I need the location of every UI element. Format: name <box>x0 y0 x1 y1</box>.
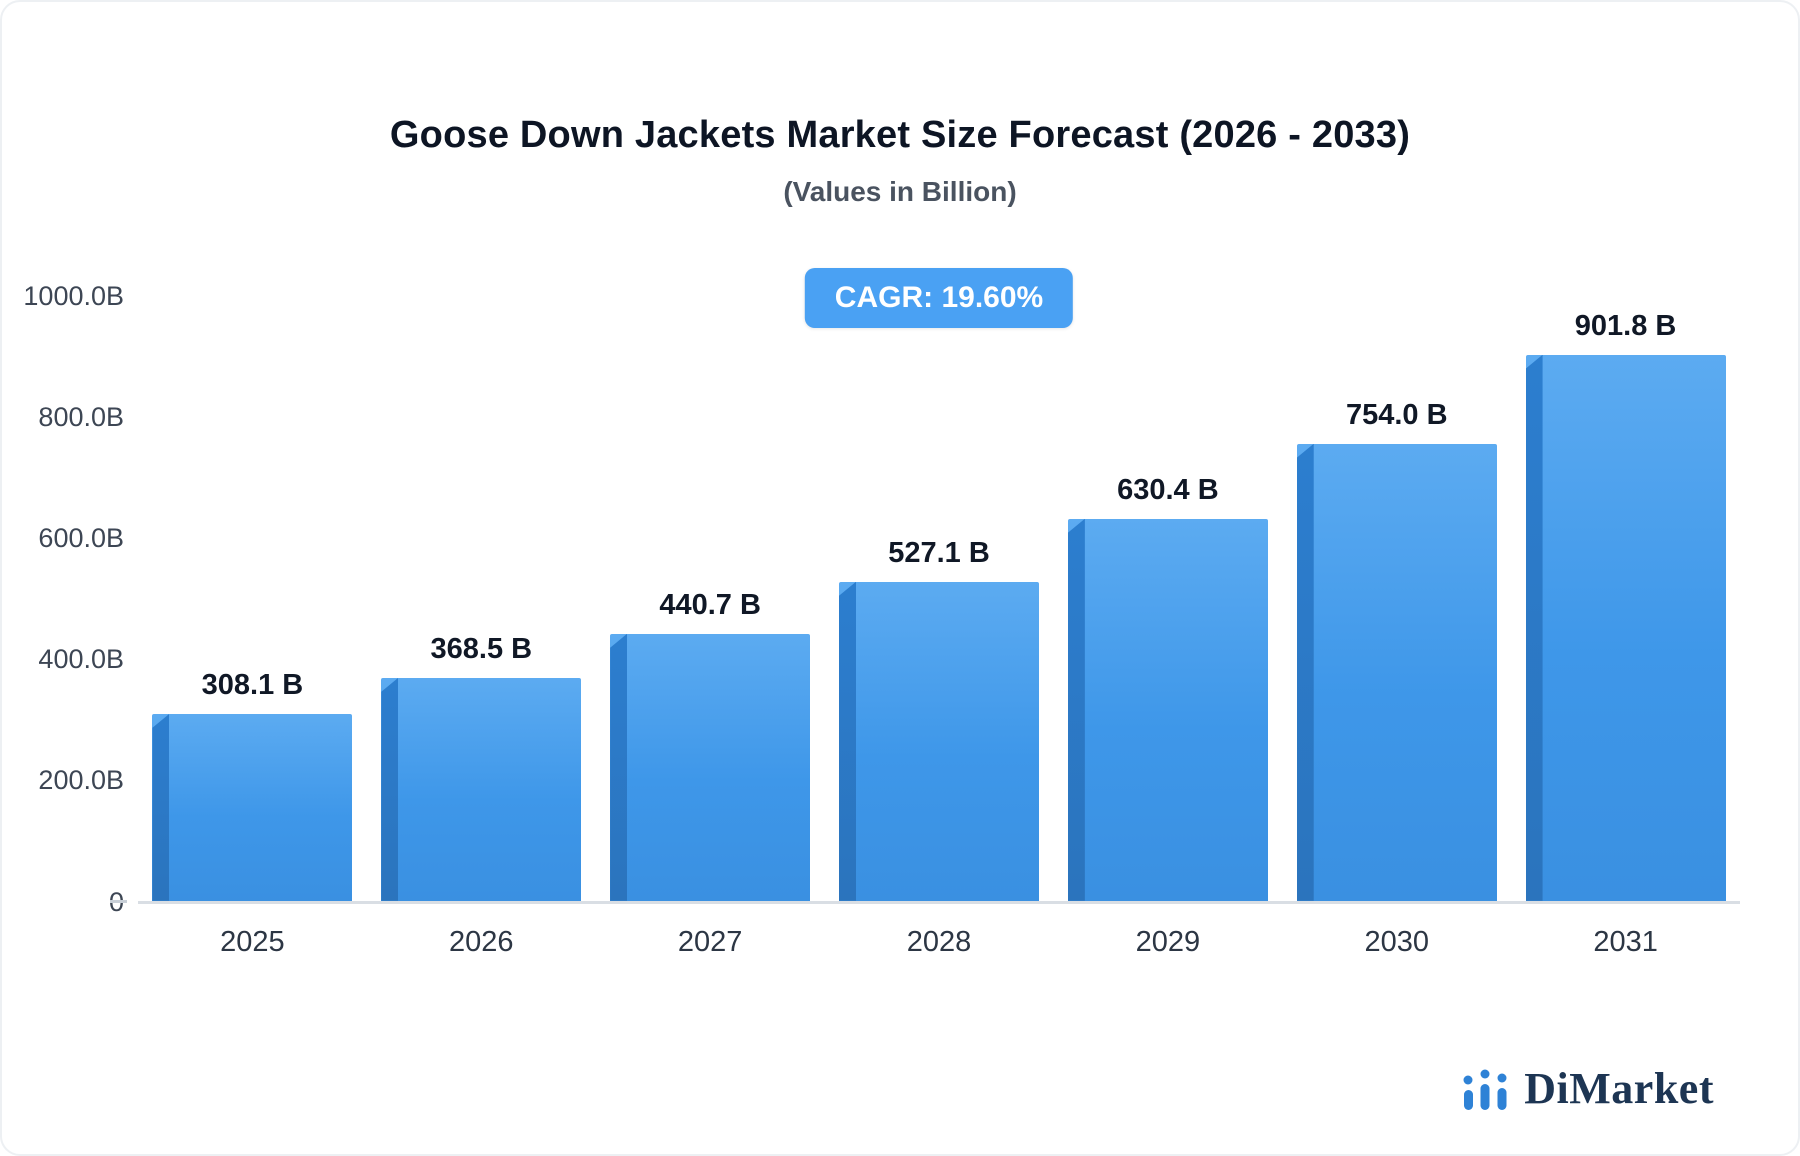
plot-area: CAGR: 19.60% 308.1 B 368.5 B 440.7 B 527.1 … <box>110 267 1740 904</box>
brand-name: DiMarket <box>1524 1064 1714 1113</box>
bar-cell: 308.1 B <box>138 669 367 901</box>
x-axis-tick-label: 2029 <box>1135 925 1201 958</box>
bar-cell: 440.7 B <box>596 589 825 901</box>
bar <box>1525 354 1726 901</box>
chart-subtitle: (Values in Billion) <box>783 175 1017 207</box>
bar <box>1296 443 1497 901</box>
y-axis-tick-label: 600.0B <box>38 523 124 554</box>
bars-container: 308.1 B 368.5 B 440.7 B 527.1 B 630.4 B 754.0… <box>138 298 1740 901</box>
y-axis-tick-label: 400.0B <box>38 644 124 675</box>
x-axis-tick-label: 2026 <box>449 925 514 958</box>
y-axis-tick-label: 200.0B <box>38 765 124 796</box>
cagr-badge: CAGR: 19.60% <box>804 267 1074 328</box>
bar-value-label: 368.5 B <box>430 632 533 665</box>
x-axis-tick-label: 2028 <box>906 925 972 958</box>
chart-title: Goose Down Jackets Market Size Forecast … <box>389 114 1411 156</box>
bar-value-label: 527.1 B <box>888 536 990 569</box>
bar <box>152 713 353 901</box>
bar <box>1067 518 1268 901</box>
zero-tick-mark <box>110 899 127 903</box>
bar-value-label: 308.1 B <box>201 668 304 701</box>
bar-value-label: 754.0 B <box>1345 398 1448 431</box>
bar-value-label: 440.7 B <box>659 588 761 621</box>
mini-bar-chart-icon <box>1463 1069 1507 1110</box>
bar <box>610 633 811 901</box>
y-axis-tick-label: 800.0B <box>38 401 124 432</box>
bar-cell: 368.5 B <box>367 633 596 901</box>
brand-logo: DiMarket <box>1460 1063 1714 1114</box>
x-axis-tick-label: 2030 <box>1364 925 1429 958</box>
x-axis-tick-label: 2031 <box>1593 925 1658 958</box>
x-axis-labels: 2025 2026 2027 2028 2029 2030 2031 <box>138 926 1740 959</box>
bar <box>839 581 1039 901</box>
bar-cell: 754.0 B <box>1282 399 1511 901</box>
y-axis-tick-label: 1000.0B <box>23 280 124 311</box>
bar-cell: 527.1 B <box>825 537 1054 901</box>
bar-cell: 901.8 B <box>1511 310 1740 901</box>
bar <box>381 677 582 901</box>
bar-value-label: 901.8 B <box>1574 309 1677 342</box>
x-axis-tick-label: 2027 <box>677 925 743 958</box>
x-axis-tick-label: 2025 <box>220 925 285 958</box>
bar-cell: 630.4 B <box>1053 474 1282 901</box>
bar-value-label: 630.4 B <box>1117 473 1219 506</box>
